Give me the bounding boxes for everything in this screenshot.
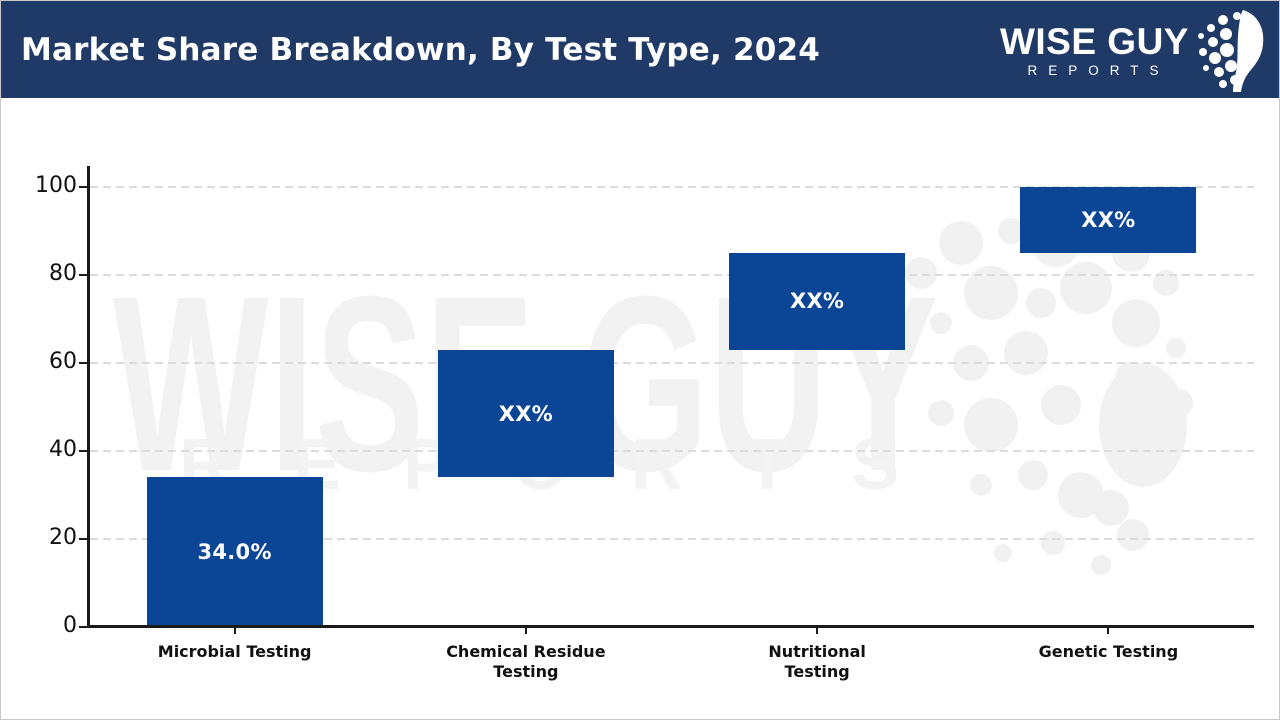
y-tick-label: 40 <box>49 437 77 462</box>
y-tick <box>79 362 87 364</box>
x-axis-tick <box>1107 628 1110 634</box>
bar: 34.0% <box>146 477 323 627</box>
y-gridline <box>90 186 1254 188</box>
y-gridline <box>90 538 1254 540</box>
x-category-label-line: Chemical Residue <box>446 642 606 661</box>
x-category-label-line: Testing <box>493 662 559 681</box>
y-tick-label: 20 <box>49 525 77 550</box>
bar-value-label: XX% <box>789 289 845 314</box>
x-category-label-line: Nutritional <box>768 642 866 661</box>
logo-wordmark: WISE GUY REPORTS <box>1000 23 1189 78</box>
x-axis-line <box>87 625 1254 628</box>
head-profile-logo-icon <box>1198 10 1264 92</box>
bar-value-label: XX% <box>498 401 554 426</box>
y-gridline <box>90 274 1254 276</box>
x-category-label-line: Testing <box>784 662 850 681</box>
y-tick <box>79 626 87 628</box>
bar: XX% <box>729 253 906 350</box>
x-category-label: Microbial Testing <box>125 642 345 662</box>
bar: XX% <box>1020 187 1197 253</box>
y-tick <box>79 186 87 188</box>
y-tick <box>79 538 87 540</box>
y-gridline <box>90 362 1254 364</box>
chart-title: Market Share Breakdown, By Test Type, 20… <box>21 31 821 68</box>
y-tick <box>79 450 87 452</box>
y-tick-label: 100 <box>35 173 77 198</box>
bar: XX% <box>437 349 614 478</box>
x-axis-tick <box>524 628 527 634</box>
x-category-label-line: Microbial Testing <box>157 642 312 661</box>
y-axis-line <box>87 166 90 628</box>
x-axis-tick <box>816 628 819 634</box>
bar-value-label: XX% <box>1081 208 1136 232</box>
logo-text-wise-guy: WISE GUY <box>999 20 1189 62</box>
x-category-label-line: Genetic Testing <box>1038 642 1179 661</box>
logo-text-reports: REPORTS <box>1027 62 1170 78</box>
wise-guy-reports-logo: WISE GUY REPORTS <box>1000 7 1267 93</box>
x-axis-tick <box>233 628 236 634</box>
x-category-label: Nutritional Testing <box>707 642 927 682</box>
bar-value-label: 34.0% <box>197 540 272 565</box>
x-category-label: Chemical Residue Testing <box>416 642 636 682</box>
y-gridline <box>90 450 1254 452</box>
y-tick-label: 60 <box>49 349 77 374</box>
y-tick-label: 80 <box>49 261 77 286</box>
x-category-label: Genetic Testing <box>998 642 1218 662</box>
y-tick <box>79 274 87 276</box>
y-tick-label: 0 <box>63 613 77 638</box>
header-bar: Market Share Breakdown, By Test Type, 20… <box>1 1 1279 98</box>
